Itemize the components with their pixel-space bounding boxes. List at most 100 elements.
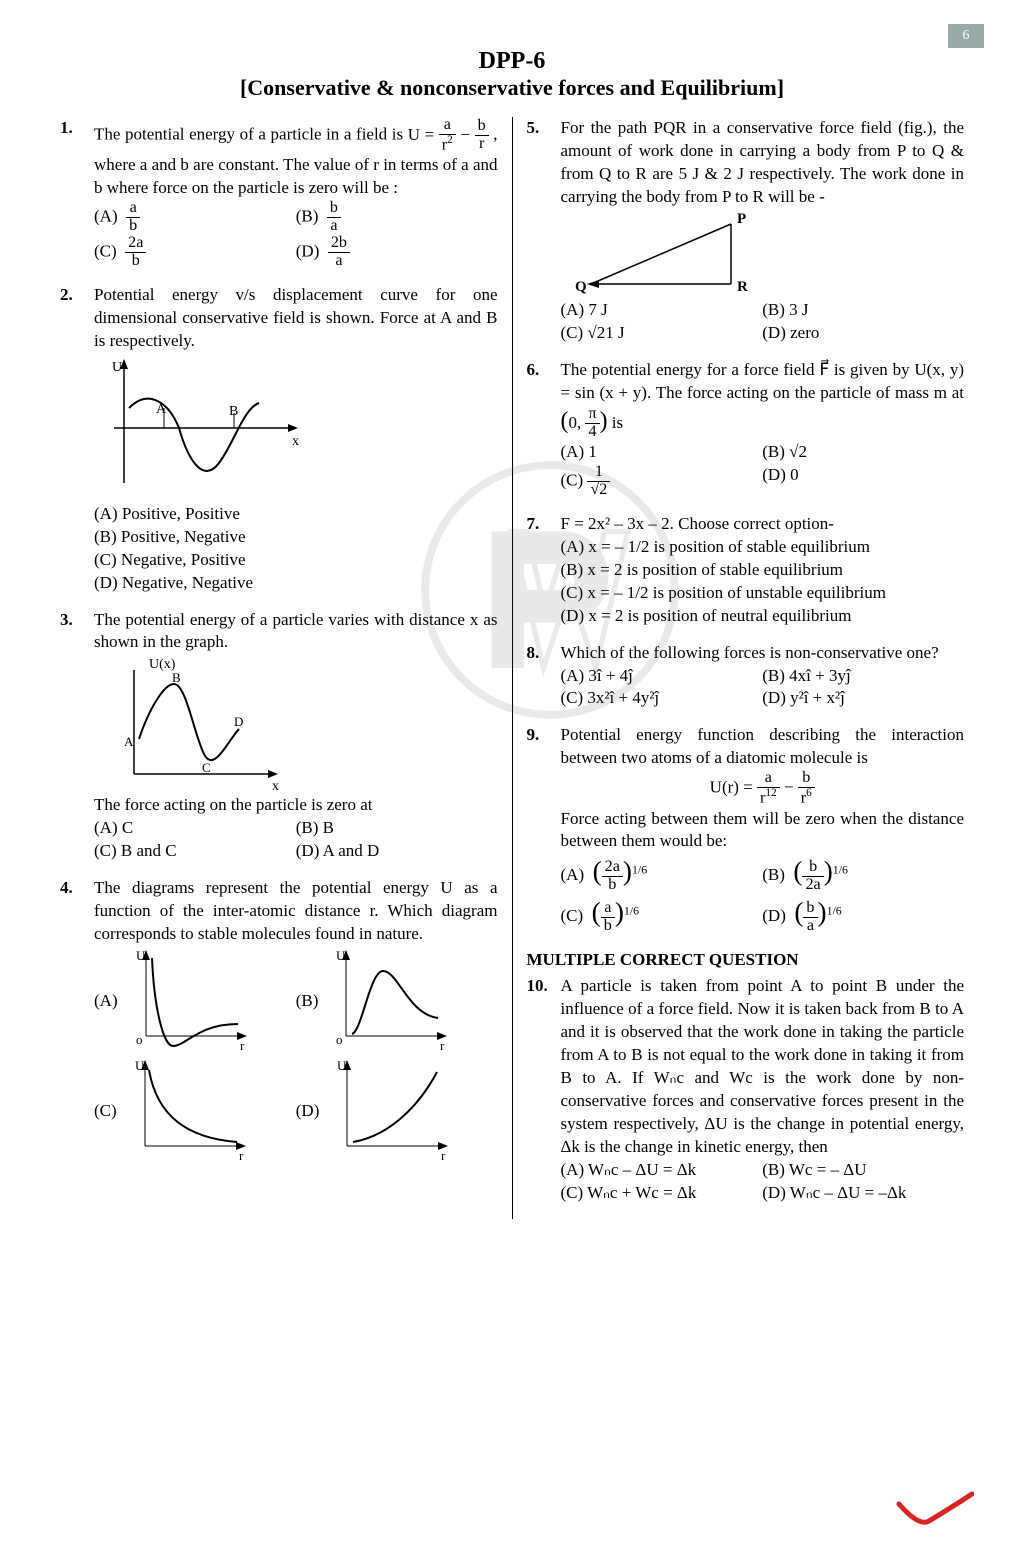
question-number: 1. (60, 117, 94, 270)
q3-text: The potential energy of a particle varie… (94, 610, 498, 652)
q5-text: For the path PQR in a conservative force… (561, 118, 965, 206)
q9-text-post: Force acting between them will be zero w… (561, 809, 965, 851)
q2-opt-a: (A) Positive, Positive (94, 503, 498, 526)
q2-opt-b: (B) Positive, Negative (94, 526, 498, 549)
q1-opt-a: (A) ab (94, 200, 296, 235)
q10-opt-d: (D) Wₙc – ΔU = –Δk (762, 1182, 964, 1205)
svg-text:A: A (156, 402, 167, 417)
q6-options: (A) 1 (B) √2 (C) 1√2 (D) 0 (561, 441, 965, 499)
question-number: 6. (527, 359, 561, 499)
svg-text:x: x (292, 434, 299, 449)
q7-opt-c: (C) x = – 1/2 is position of unstable eq… (561, 582, 965, 605)
q4-opt-c: (C) U r (94, 1056, 296, 1166)
opt-label: (B) (762, 865, 785, 884)
q5-figure: P R Q (561, 209, 965, 299)
page-subtitle: [Conservative & nonconservative forces a… (60, 75, 964, 101)
question-3: 3. The potential energy of a particle va… (60, 609, 498, 864)
q2-opt-c: (C) Negative, Positive (94, 549, 498, 572)
question-number: 3. (60, 609, 94, 864)
q4-options: (A) U r o (94, 946, 498, 1166)
q8-opt-a: (A) 3î + 4ĵ (561, 665, 763, 688)
q6-opt-d: (D) 0 (762, 464, 964, 499)
page-number-tab: 6 (948, 24, 984, 48)
svg-text:r: r (440, 1038, 445, 1053)
question-4: 4. The diagrams represent the potential … (60, 877, 498, 1166)
page: 6 DPP-6 [Conservative & nonconservative … (0, 0, 1024, 1549)
q9-opt-d: (D) (ba)1/6 (762, 894, 964, 935)
question-2: 2. Potential energy v/s displacement cur… (60, 284, 498, 595)
q5-opt-b: (B) 3 J (762, 299, 964, 322)
q7-opt-b: (B) x = 2 is position of stable equilibr… (561, 559, 965, 582)
question-5: 5. For the path PQR in a conservative fo… (527, 117, 965, 345)
question-10: 10. A particle is taken from point A to … (527, 975, 965, 1204)
q6-text-post: is (612, 413, 623, 432)
svg-text:A: A (124, 734, 134, 749)
svg-text:r: r (239, 1148, 244, 1163)
q10-opt-b: (B) Wc = – ΔU (762, 1159, 964, 1182)
q3-graph: U(x) x A B C D (94, 654, 498, 794)
opt-label: (B) (296, 990, 319, 1013)
opt-label: (A) (94, 207, 118, 226)
q5-opt-d: (D) zero (762, 322, 964, 345)
question-body: The diagrams represent the potential ene… (94, 877, 498, 1166)
q7-text: F = 2x² – 3x – 2. Choose correct option- (561, 514, 834, 533)
opt-label: (C) (94, 1100, 117, 1123)
q9-opt-a: (A) (2ab)1/6 (561, 853, 763, 894)
q3-sub: The force acting on the particle is zero… (94, 794, 498, 817)
q6-text-pre: The potential energy for a force field F… (561, 360, 965, 402)
q4-opt-b: (B) U r o (296, 946, 498, 1056)
svg-text:r: r (441, 1148, 446, 1163)
q6-opt-b: (B) √2 (762, 441, 964, 464)
q9-options: (A) (2ab)1/6 (B) (b2a)1/6 (C) (ab)1/6 (D… (561, 853, 965, 934)
q3-opt-d: (D) A and D (296, 840, 498, 863)
q1-opt-b: (B) ba (296, 200, 498, 235)
q4-opt-d: (D) U r (296, 1056, 498, 1166)
question-6: 6. The potential energy for a force fiel… (527, 359, 965, 499)
q9-opt-c: (C) (ab)1/6 (561, 894, 763, 935)
svg-text:x: x (272, 779, 279, 794)
q2-graph: U x A B (94, 353, 498, 503)
q6-opt-c: (C) 1√2 (561, 464, 763, 499)
question-body: F = 2x² – 3x – 2. Choose correct option-… (561, 513, 965, 628)
svg-text:r: r (240, 1038, 245, 1053)
opt-label: (A) (561, 865, 585, 884)
q10-text: A particle is taken from point A to poin… (561, 976, 965, 1156)
svg-text:R: R (737, 279, 748, 295)
q3-opt-c: (C) B and C (94, 840, 296, 863)
opt-label: (C) (561, 906, 584, 925)
red-check-icon (894, 1489, 974, 1529)
question-body: A particle is taken from point A to poin… (561, 975, 965, 1204)
question-8: 8. Which of the following forces is non-… (527, 642, 965, 711)
opt-label: (D) (296, 241, 320, 260)
q4-text: The diagrams represent the potential ene… (94, 878, 498, 943)
question-body: Which of the following forces is non-con… (561, 642, 965, 711)
question-number: 4. (60, 877, 94, 1166)
opt-label: (D) (762, 906, 786, 925)
q5-opt-c: (C) √21 J (561, 322, 763, 345)
svg-text:B: B (172, 670, 181, 685)
q8-options: (A) 3î + 4ĵ (B) 4xî + 3yĵ (C) 3x²î + 4y²… (561, 665, 965, 711)
q1-opt-d: (D) 2ba (296, 235, 498, 270)
question-body: The potential energy of a particle varie… (94, 609, 498, 864)
svg-text:C: C (202, 760, 211, 775)
page-title: DPP-6 (60, 48, 964, 75)
svg-text:D: D (234, 714, 243, 729)
q5-opt-a: (A) 7 J (561, 299, 763, 322)
q7-opt-d: (D) x = 2 is position of neutral equilib… (561, 605, 965, 628)
q3-options: (A) C (B) B (C) B and C (D) A and D (94, 817, 498, 863)
q7-opt-a: (A) x = – 1/2 is position of stable equi… (561, 536, 965, 559)
question-body: Potential energy v/s displacement curve … (94, 284, 498, 595)
q1-formula: U = ar2 − br (408, 125, 494, 144)
q8-text: Which of the following forces is non-con… (561, 643, 939, 662)
q8-opt-d: (D) y²î + x²ĵ (762, 687, 964, 710)
q2-text: Potential energy v/s displacement curve … (94, 285, 498, 350)
q10-opt-a: (A) Wₙc – ΔU = Δk (561, 1159, 763, 1182)
question-number: 8. (527, 642, 561, 711)
q1-opt-c: (C) 2ab (94, 235, 296, 270)
svg-text:U: U (112, 360, 122, 375)
question-number: 7. (527, 513, 561, 628)
q8-opt-c: (C) 3x²î + 4y²ĵ (561, 687, 763, 710)
q2-opt-d: (D) Negative, Negative (94, 572, 498, 595)
svg-text:Q: Q (575, 279, 587, 295)
question-body: For the path PQR in a conservative force… (561, 117, 965, 345)
